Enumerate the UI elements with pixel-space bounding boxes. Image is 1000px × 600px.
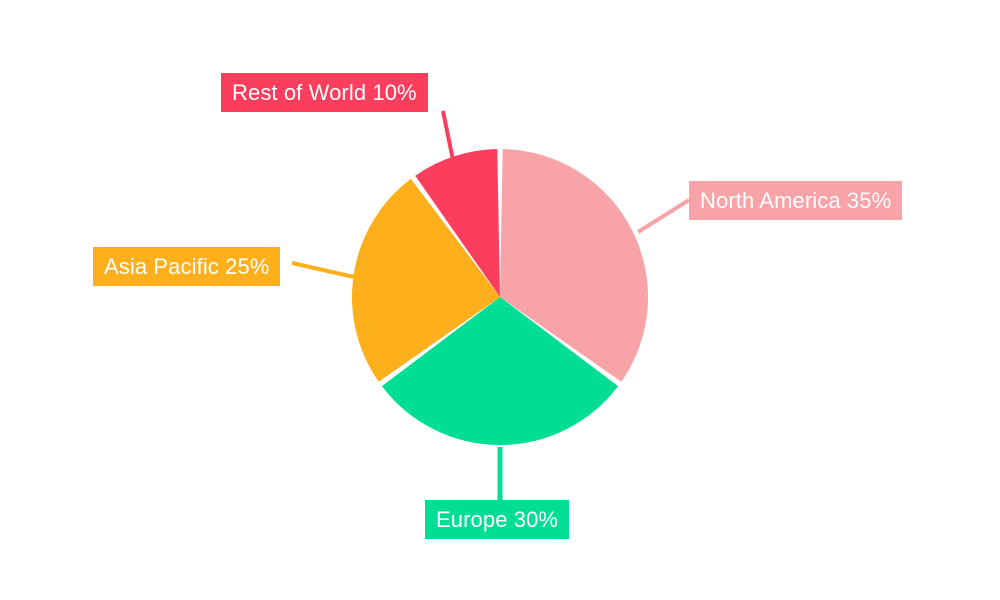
pie-label-europe-text: Europe 30%	[436, 506, 559, 532]
pie-slice-rest-of-world[interactable]	[415, 149, 500, 297]
pie-label-asia-pacific[interactable]: Asia Pacific 25%	[93, 247, 281, 286]
pie-label-north-america-text: North America 35%	[700, 187, 892, 213]
pie-slice-asia-pacific[interactable]	[352, 178, 500, 382]
pie-label-north-america[interactable]: North America 35%	[689, 181, 903, 220]
pie-slice-north-america[interactable]	[500, 149, 649, 382]
leader-line-asia-pacific	[291, 261, 355, 279]
pie-label-rest-of-world-text: Rest of World 10%	[232, 79, 417, 105]
leader-line-rest-of-world	[441, 110, 457, 171]
pie-label-europe[interactable]: Europe 30%	[425, 500, 570, 539]
pie-label-asia-pacific-text: Asia Pacific 25%	[104, 253, 270, 279]
pie-slice-europe[interactable]	[381, 297, 619, 445]
pie-leader-lines	[291, 110, 691, 500]
pie-label-rest-of-world[interactable]: Rest of World 10%	[221, 73, 428, 112]
leader-line-north-america	[636, 198, 691, 234]
pie-slices	[352, 149, 649, 445]
